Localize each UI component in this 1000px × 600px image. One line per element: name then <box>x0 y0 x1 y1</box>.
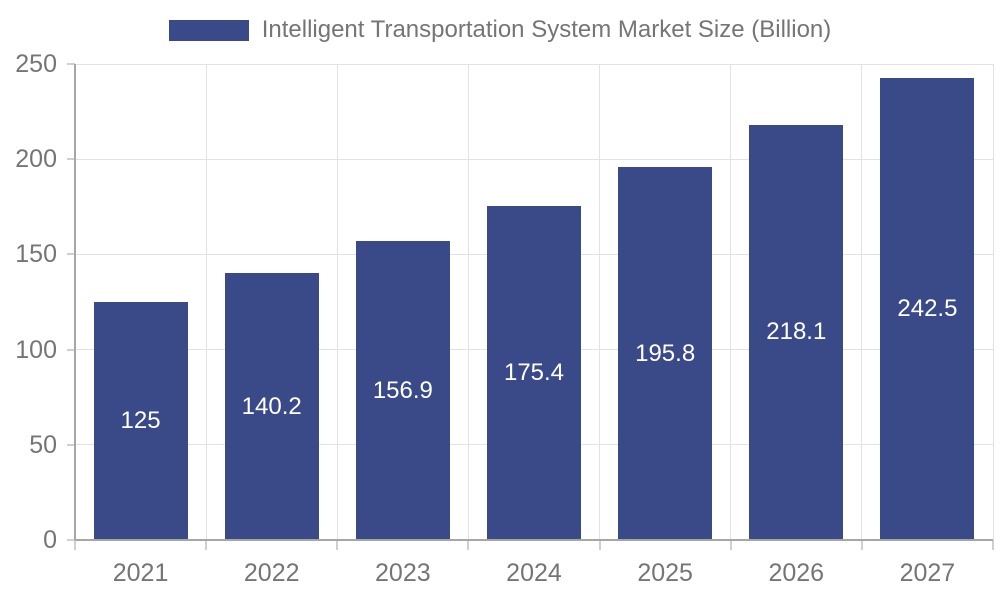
bar-2023 <box>355 241 450 539</box>
y-tick-label: 100 <box>15 335 57 364</box>
bar-2025 <box>618 167 713 539</box>
bar-value-label: 125 <box>120 407 161 434</box>
y-axis-line <box>74 64 76 540</box>
x-tick-label: 2026 <box>768 559 825 587</box>
x-tick-label: 2025 <box>637 559 693 587</box>
x-tick-mark <box>860 540 863 550</box>
x-tick-mark <box>74 540 76 550</box>
x-tick-mark <box>467 540 470 550</box>
y-tick-mark <box>67 443 75 446</box>
x-tick-label: 2022 <box>243 559 300 587</box>
gridline-vertical <box>861 64 863 540</box>
legend-label: Intelligent Transportation System Market… <box>261 16 832 43</box>
bar-2022 <box>224 273 319 539</box>
gridline-horizontal <box>75 63 993 65</box>
bar-value-label: 175.4 <box>503 359 565 387</box>
bar-value-label: 140.2 <box>241 392 302 420</box>
gridline-vertical <box>992 64 994 540</box>
y-tick-mark <box>67 253 75 256</box>
bar-2024 <box>487 206 581 539</box>
gridline-vertical <box>336 64 338 540</box>
x-tick-label: 2023 <box>375 559 431 587</box>
y-tick-mark <box>67 158 75 161</box>
y-tick-label: 50 <box>29 430 57 459</box>
bar-2027 <box>880 78 975 539</box>
x-tick-mark <box>729 540 732 550</box>
gridline-vertical <box>205 64 207 540</box>
y-tick-mark <box>67 539 75 541</box>
gridline-vertical <box>467 64 469 540</box>
bar-value-label: 195.8 <box>635 339 696 367</box>
bar-value-label: 242.5 <box>897 295 958 323</box>
y-tick-label: 250 <box>15 50 57 78</box>
x-tick-mark <box>205 540 208 550</box>
y-tick-label: 0 <box>43 526 57 554</box>
gridline-vertical <box>730 64 732 540</box>
bar-2026 <box>749 124 844 539</box>
y-tick-mark <box>67 63 75 65</box>
x-tick-mark <box>992 540 994 550</box>
y-tick-label: 150 <box>15 240 57 269</box>
y-tick-label: 200 <box>15 145 57 174</box>
gridline-horizontal <box>75 158 993 160</box>
x-tick-label: 2027 <box>899 559 956 587</box>
legend-swatch <box>168 19 249 41</box>
bar-2021 <box>93 302 188 539</box>
x-tick-label: 2024 <box>506 559 562 587</box>
gridline-vertical <box>599 64 601 540</box>
x-tick-mark <box>598 540 601 550</box>
x-tick-label: 2021 <box>112 559 169 587</box>
x-tick-mark <box>336 540 339 550</box>
bar-value-label: 156.9 <box>372 376 433 404</box>
y-tick-mark <box>67 348 75 351</box>
x-axis-line <box>75 539 993 541</box>
chart-legend: Intelligent Transportation System Market… <box>0 16 1000 44</box>
bar-value-label: 218.1 <box>766 318 827 346</box>
